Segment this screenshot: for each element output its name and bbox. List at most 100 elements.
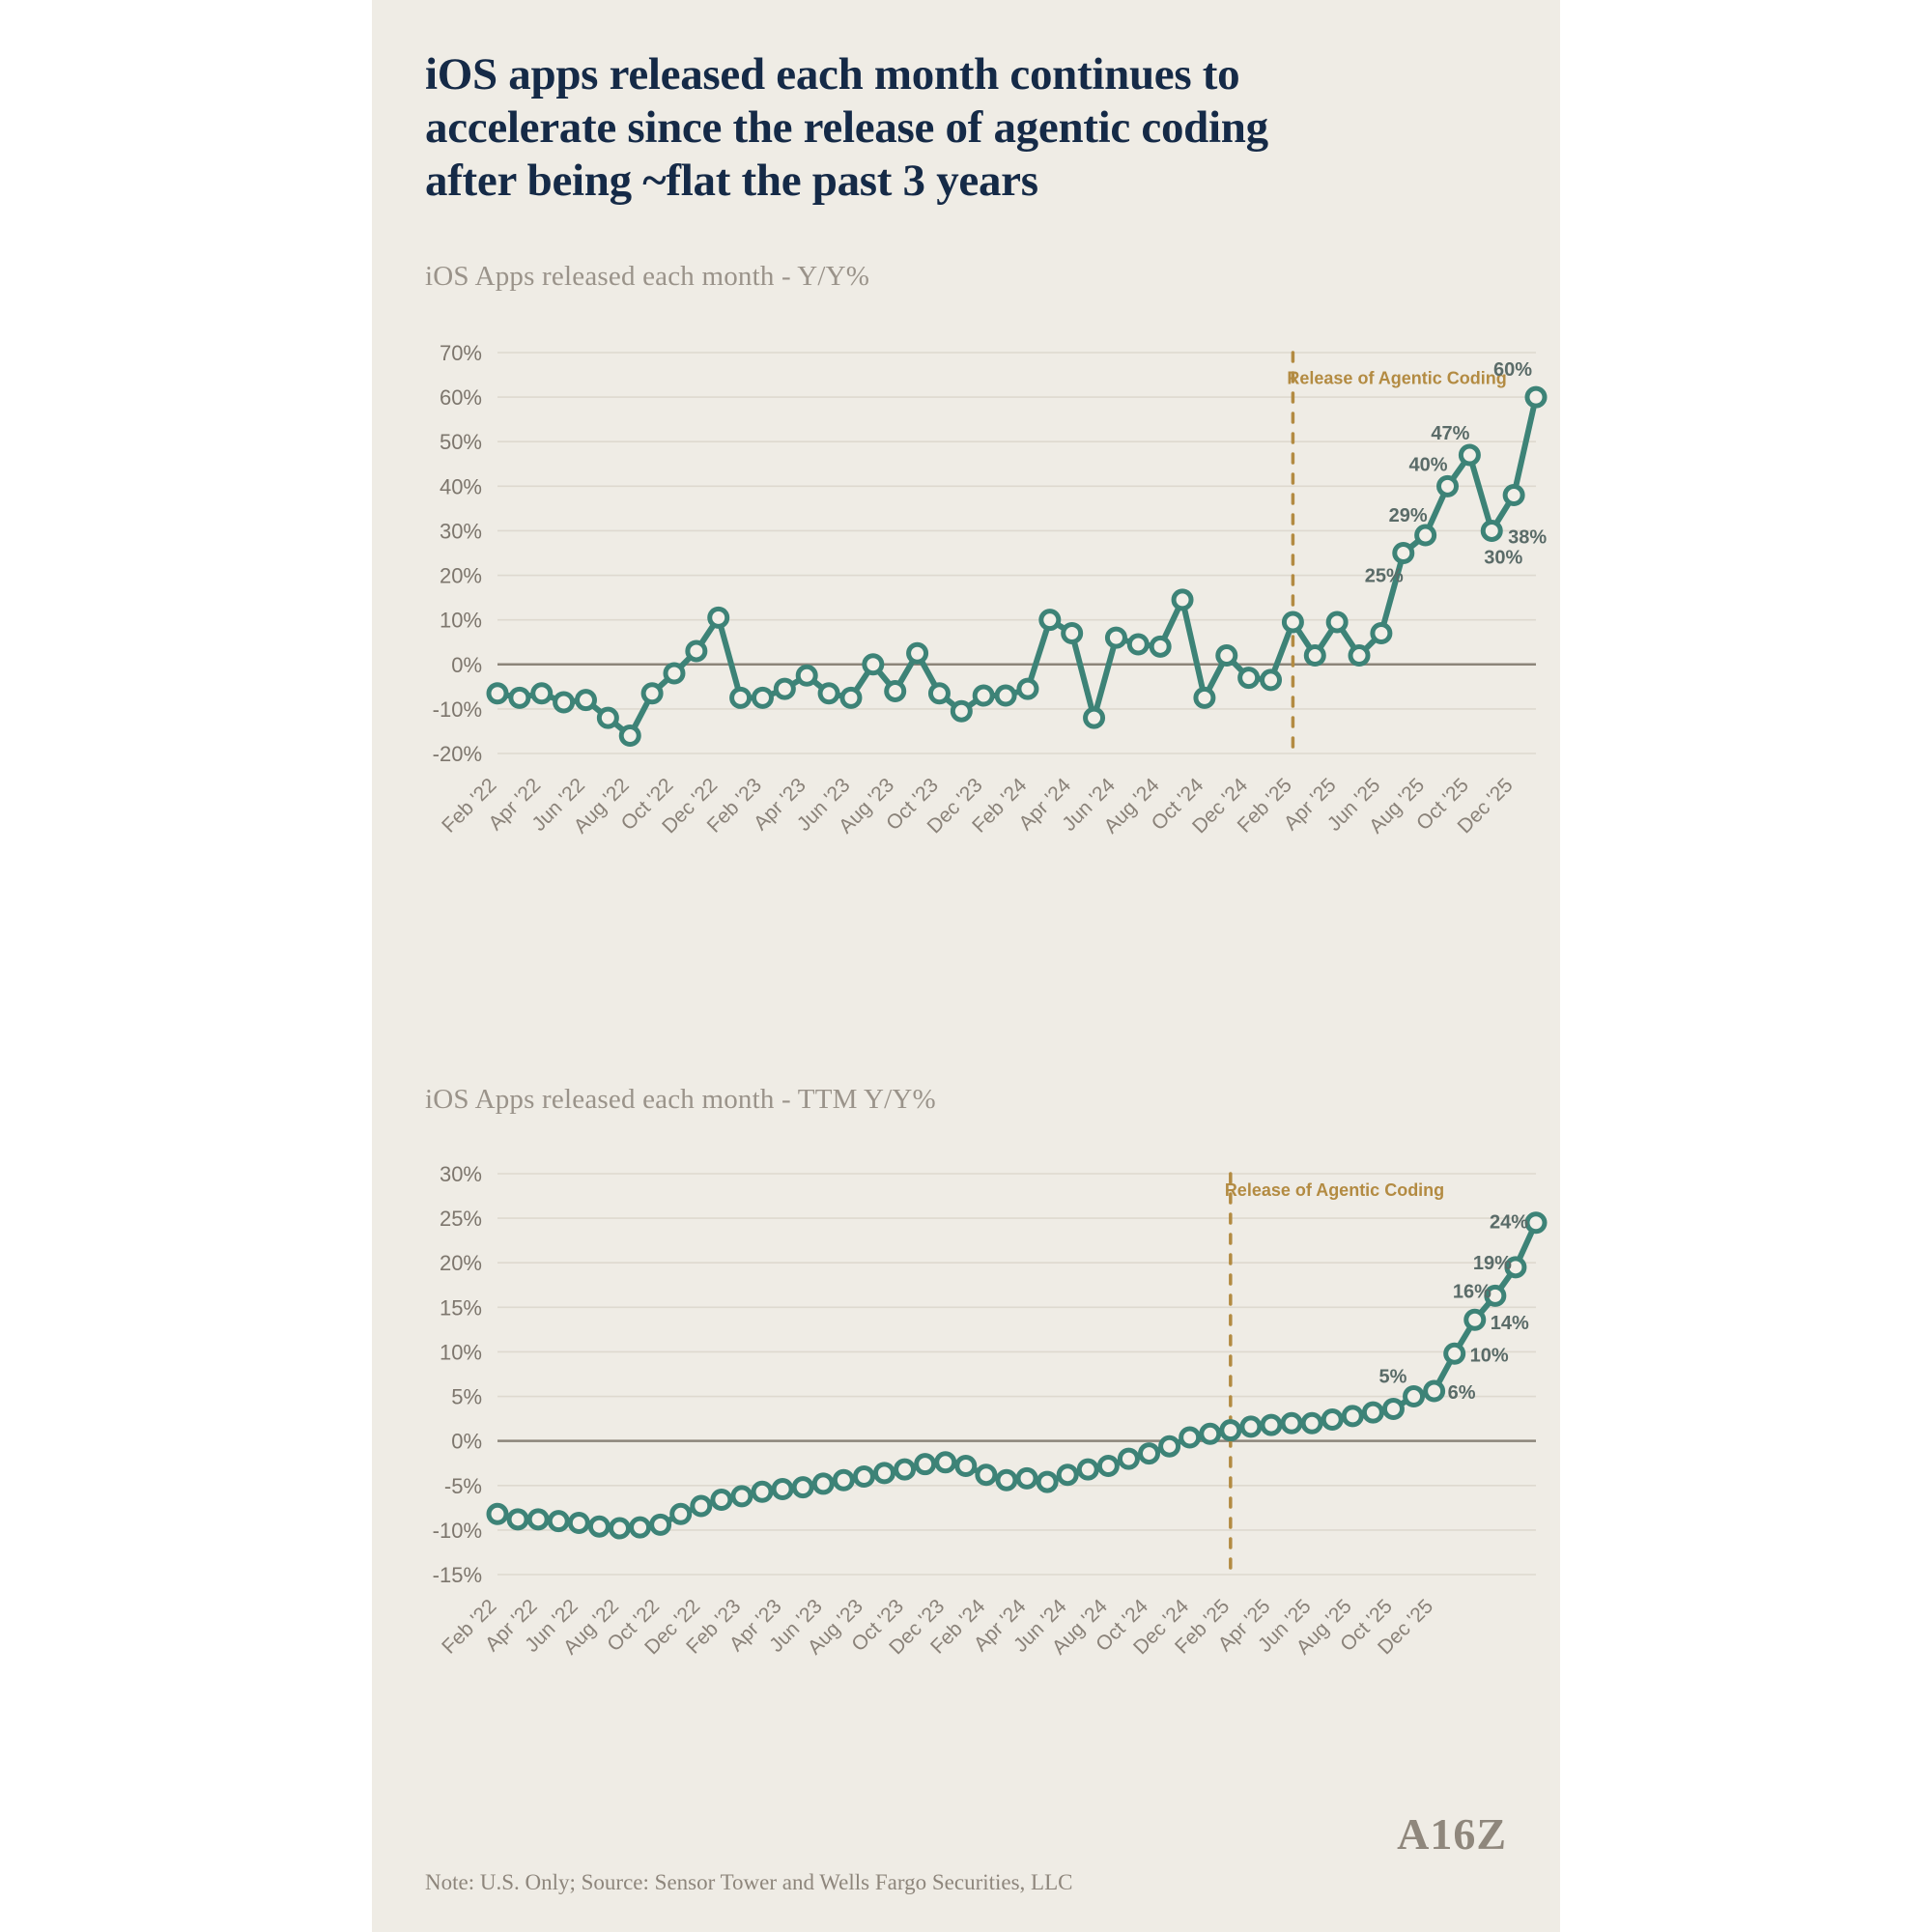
data-point[interactable] [811,1472,835,1495]
data-point[interactable] [1436,474,1460,497]
data-point[interactable] [884,679,907,702]
data-point[interactable] [506,1508,529,1531]
data-point[interactable] [587,1515,611,1538]
data-point[interactable] [1484,1284,1507,1307]
data-point[interactable] [729,686,753,709]
data-point[interactable] [906,641,929,665]
data-point[interactable] [1502,484,1525,507]
data-point[interactable] [1215,644,1238,668]
data-point[interactable] [1260,668,1283,692]
data-point[interactable] [486,1502,509,1525]
data-point[interactable] [832,1468,855,1492]
data-point[interactable] [1260,1413,1283,1436]
data-point[interactable] [934,1451,957,1474]
data-point[interactable] [1158,1435,1181,1458]
data-point[interactable] [975,1463,998,1487]
data-point[interactable] [1171,588,1194,611]
data-point[interactable] [1403,1385,1426,1408]
data-point[interactable] [791,1476,814,1499]
data-point[interactable] [1341,1405,1364,1428]
data-point[interactable] [1015,1466,1038,1490]
data-point[interactable] [1237,667,1261,690]
data-point[interactable] [1149,635,1172,658]
data-point[interactable] [1392,542,1415,564]
data-point[interactable] [1036,1470,1059,1493]
data-point[interactable] [1281,611,1304,634]
data-point[interactable] [669,1502,693,1525]
data-point[interactable] [1117,1447,1140,1470]
data-point[interactable] [1038,609,1062,632]
data-point[interactable] [1423,1379,1446,1403]
data-point[interactable] [1076,1458,1099,1481]
data-point[interactable] [707,606,730,629]
data-point[interactable] [1096,1454,1120,1477]
data-point[interactable] [553,691,576,714]
data-point[interactable] [1458,443,1481,467]
data-point[interactable] [1179,1426,1202,1449]
data-point[interactable] [751,686,774,709]
data-point[interactable] [1303,644,1326,668]
data-point[interactable] [1104,626,1127,649]
data-point[interactable] [486,682,509,705]
data-point[interactable] [1325,611,1349,634]
data-point[interactable] [730,1485,753,1508]
data-point[interactable] [1219,1419,1242,1442]
data-point[interactable] [574,689,597,712]
data-point[interactable] [1061,622,1084,644]
data-point[interactable] [526,1508,550,1531]
data-point[interactable] [1361,1401,1384,1424]
data-point[interactable] [1524,1211,1548,1235]
data-point[interactable] [1414,524,1437,547]
data-point[interactable] [954,1454,978,1477]
data-point[interactable] [1370,622,1393,644]
data-point[interactable] [1348,644,1371,668]
data-point[interactable] [1300,1411,1323,1435]
data-point[interactable] [795,664,818,687]
data-point[interactable] [1199,1422,1222,1445]
data-point[interactable] [751,1480,774,1503]
data-point[interactable] [629,1516,652,1539]
data-point[interactable] [1321,1408,1344,1432]
data-point[interactable] [710,1489,733,1512]
data-point[interactable] [640,682,664,705]
data-point[interactable] [618,724,641,748]
data-point[interactable] [894,1458,917,1481]
data-point[interactable] [690,1494,713,1518]
data-point[interactable] [972,684,995,707]
data-point[interactable] [1463,1308,1487,1331]
data-point[interactable] [994,684,1017,707]
data-point[interactable] [1524,385,1548,409]
data-point[interactable] [1239,1415,1263,1438]
data-point[interactable] [508,686,531,709]
data-point[interactable] [914,1453,937,1476]
data-point[interactable] [995,1468,1018,1492]
data-point[interactable] [1083,706,1106,729]
data-point[interactable] [1056,1463,1079,1487]
data-point[interactable] [596,706,619,729]
data-point[interactable] [547,1510,570,1533]
data-point[interactable] [1280,1411,1303,1435]
data-point[interactable] [1016,677,1039,700]
data-point[interactable] [1126,633,1150,656]
data-point[interactable] [771,1477,794,1500]
data-point[interactable] [608,1517,631,1540]
data-point[interactable] [773,677,796,700]
data-point[interactable] [1480,519,1503,542]
data-point[interactable] [862,653,885,676]
data-point[interactable] [852,1465,875,1489]
data-point[interactable] [649,1513,672,1536]
data-point[interactable] [1504,1256,1527,1279]
data-point[interactable] [1381,1397,1405,1420]
data-point[interactable] [927,682,951,705]
data-point[interactable] [817,682,840,705]
data-point[interactable] [839,686,863,709]
data-point[interactable] [530,682,554,705]
data-point[interactable] [1193,686,1216,709]
data-point[interactable] [1138,1442,1161,1465]
data-point[interactable] [685,639,708,663]
data-point[interactable] [872,1462,895,1485]
data-point[interactable] [950,699,973,723]
data-point[interactable] [567,1512,590,1535]
data-point[interactable] [1443,1342,1466,1365]
data-point[interactable] [663,662,686,685]
